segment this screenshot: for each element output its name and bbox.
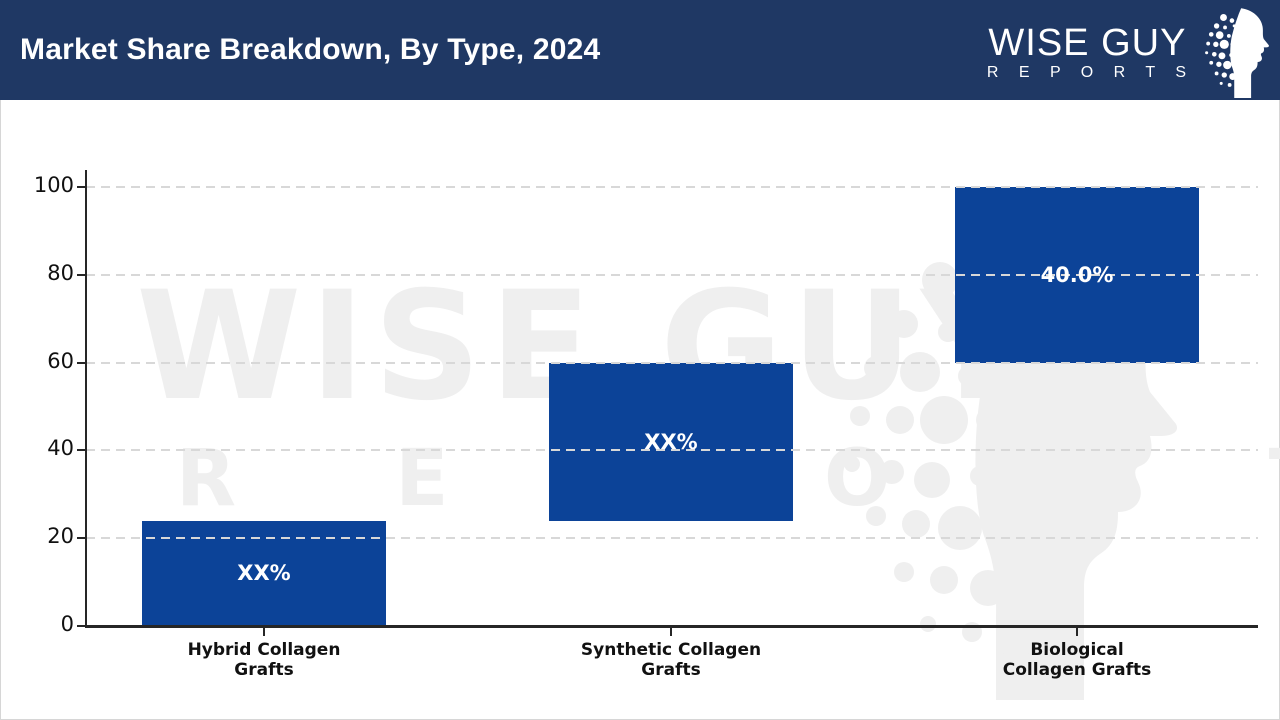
x-tick-mark-3 <box>1076 628 1078 636</box>
brand-logo: WISE GUY R E P O R T S <box>981 0 1274 100</box>
y-tick-label-40: 40 <box>47 436 74 461</box>
page-title: Market Share Breakdown, By Type, 2024 <box>20 33 601 66</box>
y-tick-mark-100 <box>77 186 86 188</box>
y-tick-mark-80 <box>77 273 86 276</box>
x-category-label-1: Hybrid Collagen Grafts <box>187 640 341 680</box>
y-tick-label-20: 20 <box>47 524 74 549</box>
y-tick-label-80: 80 <box>47 260 74 285</box>
gridline-y-60 <box>86 361 1258 364</box>
brand-name: WISE GUY <box>988 22 1187 64</box>
bar-label-2: XX% <box>644 429 698 454</box>
y-tick-label-0: 0 <box>60 612 74 636</box>
brand-subname: R E P O R T S <box>986 64 1194 81</box>
y-tick-label-60: 60 <box>47 348 74 373</box>
x-category-label-3: Biological Collagen Grafts <box>1002 640 1152 680</box>
gridline-y-80 <box>86 273 1258 276</box>
y-axis-line <box>85 170 87 628</box>
y-tick-mark-20 <box>77 537 86 540</box>
x-tick-mark-1 <box>263 628 265 636</box>
x-tick-mark-2 <box>670 628 672 636</box>
header-bar: Market Share Breakdown, By Type, 2024 WI… <box>0 0 1280 100</box>
gridline-y-40 <box>86 449 1258 452</box>
y-tick-mark-40 <box>77 449 86 452</box>
y-tick-label-100: 100 <box>33 173 74 197</box>
y-tick-mark-60 <box>77 361 86 364</box>
brand-logo-text: WISE GUY R E P O R T S <box>981 24 1194 82</box>
gridline-y-100 <box>86 186 1258 188</box>
x-category-label-2: Synthetic Collagen Grafts <box>580 640 762 680</box>
x-axis-line <box>85 625 1258 628</box>
bar-2 <box>549 362 793 521</box>
gridline-y-20 <box>86 537 1258 540</box>
y-tick-mark-0 <box>77 625 86 627</box>
brand-head-dots-icon <box>1196 6 1274 98</box>
bar-label-3: 40.0% <box>1040 262 1114 287</box>
bar-label-1: XX% <box>237 561 291 586</box>
